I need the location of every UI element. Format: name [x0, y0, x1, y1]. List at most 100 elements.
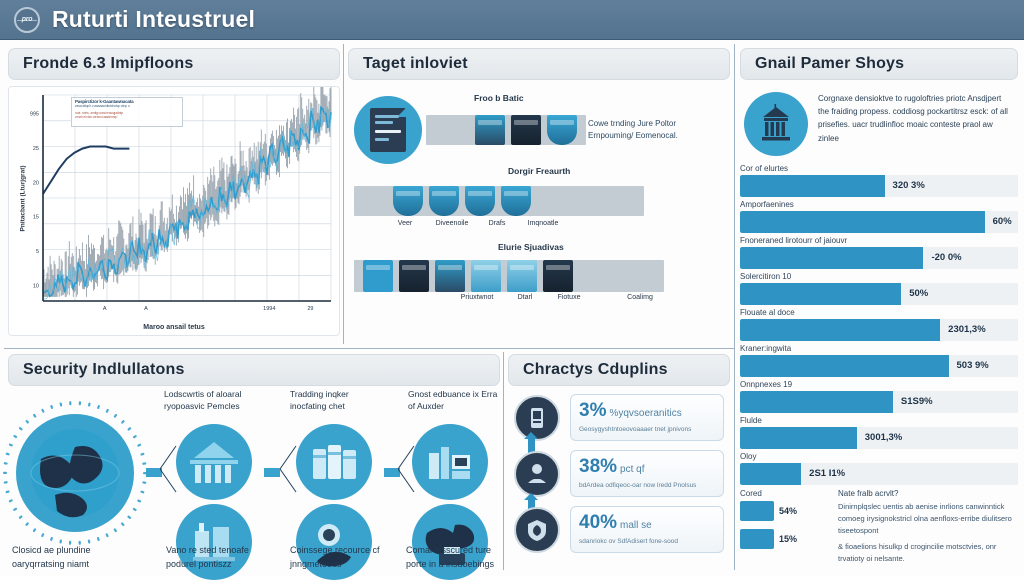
- flow-node-2[interactable]: [296, 424, 372, 582]
- percent-card-body-2: 40% mall se sdanriokc ov SdfAdisert fone-…: [570, 506, 724, 554]
- helmet-glyph: [317, 524, 351, 567]
- logo-text: pro: [21, 16, 33, 23]
- panel-icons-title: Taget inloviet: [348, 48, 730, 80]
- row2-strip: [354, 186, 644, 216]
- bar-track[interactable]: 503 9%: [740, 355, 1018, 377]
- row2-strip-title: Dorgir Freaurth: [508, 166, 571, 176]
- chart-y-axis-label: Pnitacbant (Lturjgrat): [19, 165, 27, 232]
- bar-item: Kraner:ingwita 503 9%: [740, 344, 1018, 377]
- bar-fill: [740, 247, 924, 269]
- dark-can2-icon[interactable]: [543, 260, 573, 292]
- light-can-icon[interactable]: [471, 260, 501, 292]
- government-building-icon: [744, 92, 808, 156]
- bar-fill: [740, 463, 802, 485]
- flow-node-3[interactable]: [412, 424, 488, 582]
- bars-intro-text: Corgnaxe densioktve to rugoloftries prio…: [818, 94, 1008, 143]
- building-icon: [176, 424, 252, 500]
- note-pct-0: 54%: [779, 506, 798, 516]
- legend-line-3: nuir- rzins -zrniig cczsi rnaoqpdinip: [75, 111, 123, 115]
- dark-can-icon[interactable]: [399, 260, 429, 292]
- bar-fill: [740, 211, 985, 233]
- note-row-0: 54%: [740, 501, 832, 521]
- panel-flow: Security Indlullatons Closicd ae plundin…: [3, 354, 500, 580]
- sphere-icon[interactable]: [393, 186, 423, 216]
- bars-list: Cor of elurtes 320 3% Amporfaenines 60% Fnon…: [740, 164, 1018, 485]
- dark-icon[interactable]: [465, 186, 495, 216]
- row3-labels: Priuxtwnot Dtarl Fiotuxe Coalimg: [452, 294, 668, 301]
- building-glyph: [762, 104, 790, 141]
- pct-unit-1: pct qf: [620, 464, 645, 476]
- notes-right-header: Nate fralb acrvlt?: [838, 489, 899, 498]
- bar-item: Solercitiron 10 50%: [740, 272, 1018, 305]
- row2-label-1: Diveenoile: [435, 220, 469, 227]
- shield-icon[interactable]: [501, 186, 531, 216]
- notes-left-header: Cored: [740, 489, 762, 498]
- note-row-1: 15%: [740, 529, 832, 549]
- notes-left-col: Cored 54% 15%: [740, 489, 832, 565]
- divider-vertical-3: [503, 352, 504, 570]
- facility-glyph: [429, 447, 470, 479]
- svg-text:29: 29: [307, 306, 313, 312]
- bar-item: Flulde 3001,3%: [740, 416, 1018, 449]
- row3-label-2: Priuxtwnot: [460, 294, 494, 301]
- pct-number-0: 3%: [579, 400, 607, 421]
- bar-fill: [740, 319, 941, 341]
- bar-value: -20 0%: [931, 252, 962, 263]
- bar-track[interactable]: 320 3%: [740, 175, 1018, 197]
- percent-card-1[interactable]: 38% pct qf bdArdea odfiqeoc-oar now lredd…: [514, 450, 724, 498]
- bar-label: Solercitiron 10: [740, 272, 792, 281]
- bar-track[interactable]: -20 0%: [740, 247, 1018, 269]
- label-can-icon[interactable]: [507, 260, 537, 292]
- pct-number-2: 40%: [579, 512, 618, 534]
- bar-label: Oloy: [740, 452, 757, 461]
- flow-caption-top-1: Lodscwrtis of aloaral ryopoasvic Pemcles: [164, 389, 242, 412]
- chart-icon[interactable]: [429, 186, 459, 216]
- lab-icon: [176, 504, 252, 580]
- bars-notes: Cored 54% 15% Nate fralb acrvlt? Dinirnp…: [740, 489, 1018, 565]
- flow-node-1[interactable]: [176, 424, 252, 582]
- svg-text:15: 15: [33, 215, 39, 221]
- svg-text:A: A: [144, 306, 148, 312]
- crest-icon[interactable]: [363, 260, 393, 292]
- bar-track[interactable]: 50%: [740, 283, 1018, 305]
- bar-label: Onnpnexes 19: [740, 380, 793, 389]
- row1-side-line1: Cowe trnding Jure Poltor: [588, 119, 677, 129]
- bar-item: Fnoneraned lirotourr of jaiouvr -20 0%: [740, 236, 1018, 269]
- pct-sub-2: sdanriokc ov SdfAdisert fone-sood: [579, 538, 678, 546]
- document-icon: [370, 108, 406, 152]
- percent-card-0[interactable]: 3% %yqvsoeranitics Geosygyshtntoeovoaaaer…: [514, 394, 724, 442]
- panel-flow-title: Security Indlullatons: [8, 354, 500, 386]
- globe-network-icon[interactable]: [16, 414, 134, 532]
- bar-label: Flouate al doce: [740, 308, 795, 317]
- svg-text:995: 995: [30, 112, 39, 118]
- tile-shield-icon[interactable]: [547, 115, 577, 145]
- bar-track[interactable]: 2301,3%: [740, 319, 1018, 341]
- panel-pct-title: Chractys Cduplins: [508, 354, 730, 386]
- svg-text:1994: 1994: [263, 306, 275, 312]
- chart-canvas[interactable]: 995 25 20 15 5 10 A A 1994 29 Paspirctizor k-Gaa…: [8, 86, 340, 336]
- flow-branch-2: [280, 445, 297, 493]
- blue-can-icon[interactable]: [435, 260, 465, 292]
- tile-report-icon[interactable]: [475, 115, 505, 145]
- tile-dark-icon[interactable]: [511, 115, 541, 145]
- row3-label-5: Coalimg: [627, 294, 653, 301]
- app-header-bar: pro Ruturti Inteustruel: [0, 0, 1024, 40]
- bar-value: 2301,3%: [948, 324, 986, 335]
- percent-card-2[interactable]: 40% mall se sdanriokc ov SdfAdisert fone-…: [514, 506, 724, 554]
- flow-caption-bottom-2: Coinssege recource cf jnngmetoods: [290, 545, 380, 569]
- app-title: Ruturti Inteustruel: [52, 6, 256, 32]
- chart-legend: Paspirctizor k-Gaantawnacata wwa atiqcl …: [71, 97, 183, 127]
- bar-value: 3001,3%: [864, 432, 903, 443]
- bar-track[interactable]: 60%: [740, 211, 1018, 233]
- notes-right-col: Nate fralb acrvlt? Dinirnplqslec uentis …: [838, 489, 1018, 565]
- panel-chart: Fronde 6.3 Imipfloons 995 25 20 15 5 10 A A 199…: [8, 48, 340, 344]
- bar-track[interactable]: 2S1 I1%: [740, 463, 1018, 485]
- building-glyph-1: [190, 442, 238, 483]
- helmet-icon: [296, 504, 372, 580]
- lock-person-glyph: [528, 463, 546, 483]
- row3-label-3: Dtarl: [517, 294, 533, 301]
- bar-track[interactable]: S1S9%: [740, 391, 1018, 413]
- bar-track[interactable]: 3001,3%: [740, 427, 1018, 449]
- row2-labels: Veer Diveenoile Drafs Imqnoatle: [390, 220, 566, 227]
- bar-fill: [740, 283, 902, 305]
